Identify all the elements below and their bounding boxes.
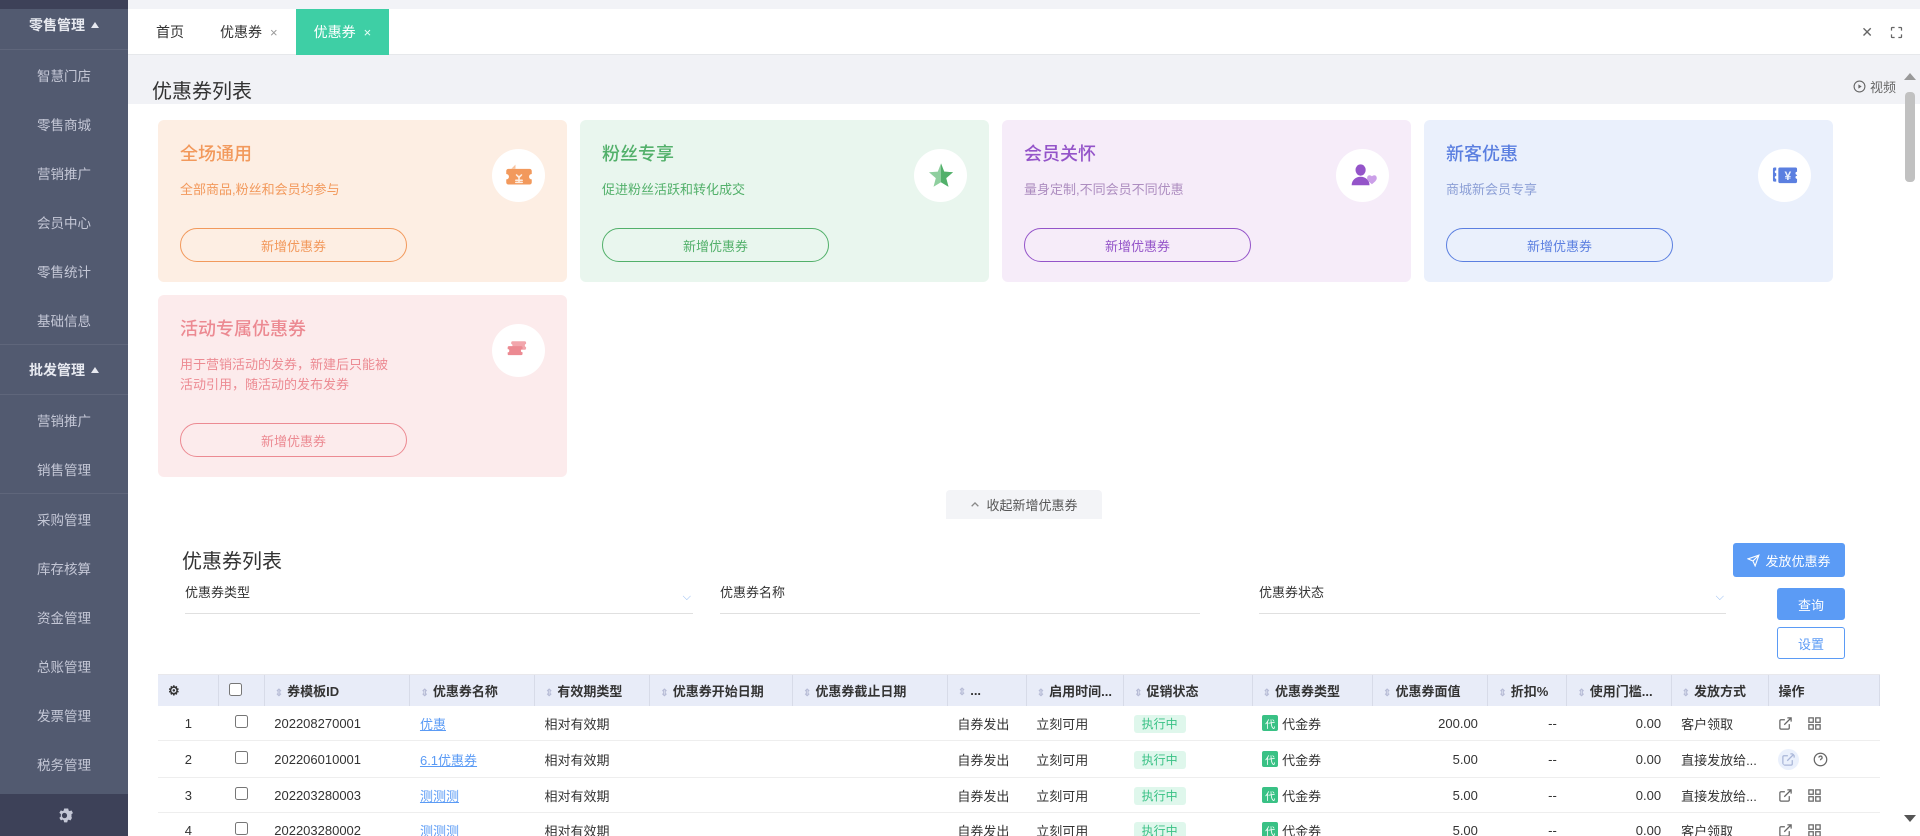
- svg-text:¥: ¥: [1784, 168, 1791, 182]
